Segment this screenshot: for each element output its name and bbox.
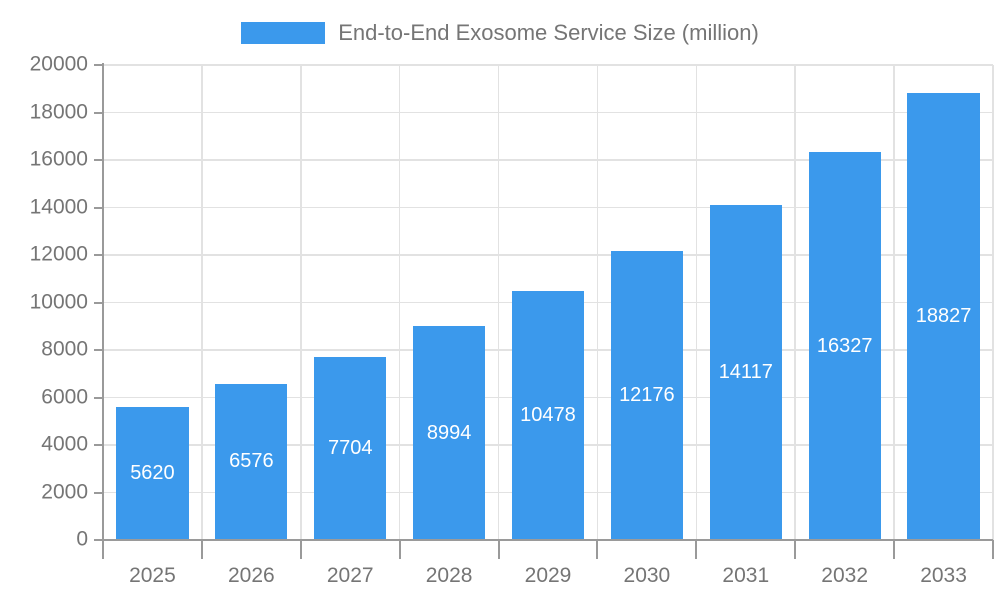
- bar-value-label: 10478: [520, 404, 576, 427]
- x-axis-label: 2026: [227, 564, 275, 587]
- y-axis-tick: [94, 444, 103, 446]
- bar[interactable]: 12176: [610, 250, 683, 540]
- bar-value-label: 8994: [426, 421, 472, 444]
- x-axis-tick: [200, 540, 203, 559]
- y-axis-label: 18000: [29, 100, 88, 124]
- y-axis-label: 4000: [41, 432, 88, 456]
- v-gridline: [398, 65, 401, 540]
- y-axis-label: 2000: [41, 480, 88, 504]
- v-gridline: [497, 65, 500, 540]
- y-axis-label: 0: [76, 527, 88, 551]
- bar-value-label: 14117: [718, 360, 773, 383]
- y-axis-tick: [94, 254, 103, 256]
- y-axis-tick: [94, 349, 103, 351]
- x-axis-line: [103, 539, 993, 541]
- bar-value-label: 7704: [327, 437, 373, 459]
- x-axis-label: 2030: [623, 564, 671, 587]
- x-axis-label: 2032: [821, 564, 869, 587]
- h-gridline: [103, 111, 993, 114]
- v-gridline: [596, 65, 599, 540]
- x-axis-tick: [794, 540, 797, 559]
- x-axis-label: 2027: [326, 564, 374, 587]
- x-axis-tick: [893, 540, 896, 559]
- y-axis-tick: [94, 491, 103, 494]
- y-axis-tick: [94, 159, 103, 161]
- x-axis-tick: [695, 540, 698, 559]
- legend-item[interactable]: End-to-End Exosome Service Size (million…: [0, 20, 1000, 46]
- h-gridline: [103, 64, 993, 66]
- y-axis-tick: [94, 301, 103, 304]
- x-axis-tick: [596, 540, 599, 559]
- y-axis-tick: [94, 64, 103, 66]
- bar-value-label: 5620: [130, 461, 175, 484]
- v-gridline: [794, 65, 796, 540]
- x-axis-label: 2033: [920, 564, 967, 587]
- h-gridline: [103, 206, 993, 209]
- h-gridline: [103, 254, 993, 256]
- x-axis-tick: [398, 540, 401, 559]
- y-axis-tick: [94, 206, 103, 209]
- y-axis-label: 14000: [29, 195, 88, 219]
- x-axis-label: 2025: [129, 564, 176, 587]
- y-axis-tick: [94, 539, 103, 541]
- x-axis-label: 2029: [524, 564, 572, 587]
- bar-value-label: 6576: [229, 450, 274, 473]
- legend-swatch-icon: [241, 22, 326, 44]
- v-gridline: [300, 65, 302, 540]
- y-axis-label: 20000: [29, 52, 88, 76]
- v-gridline: [695, 65, 698, 540]
- y-axis-label: 12000: [29, 242, 88, 266]
- x-axis-tick: [497, 540, 500, 559]
- bar[interactable]: 14117: [709, 204, 782, 540]
- h-gridline: [103, 159, 993, 161]
- bar[interactable]: 7704: [314, 357, 387, 540]
- x-axis-label: 2028: [425, 564, 473, 587]
- x-axis-tick: [299, 540, 302, 559]
- bar-value-label: 18827: [915, 304, 972, 327]
- y-axis-line: [102, 63, 104, 559]
- bar[interactable]: 5620: [116, 406, 189, 540]
- legend-label: End-to-End Exosome Service Size (million…: [338, 20, 759, 45]
- v-gridline: [992, 65, 994, 540]
- y-axis-label: 16000: [29, 147, 88, 171]
- y-axis-tick: [94, 396, 103, 399]
- y-axis-label: 10000: [29, 290, 88, 314]
- bar[interactable]: 6576: [215, 383, 288, 540]
- v-gridline: [893, 65, 895, 540]
- y-axis-tick: [94, 111, 103, 114]
- bar-value-label: 16327: [816, 334, 873, 357]
- bar[interactable]: 8994: [413, 326, 486, 540]
- bar[interactable]: 10478: [511, 291, 585, 540]
- y-axis-label: 8000: [41, 337, 88, 361]
- bar[interactable]: 16327: [808, 152, 881, 540]
- x-axis-tick: [992, 540, 994, 559]
- bar-value-label: 12176: [619, 383, 675, 406]
- y-axis-label: 6000: [41, 385, 88, 409]
- v-gridline: [201, 65, 203, 540]
- bar[interactable]: 18827: [907, 92, 980, 540]
- x-axis-label: 2031: [722, 564, 770, 587]
